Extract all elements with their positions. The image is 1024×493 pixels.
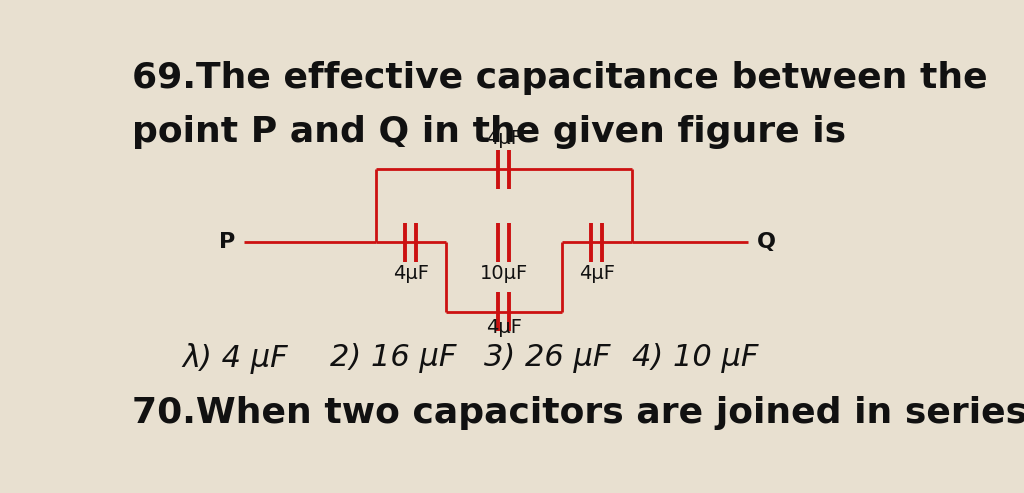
Text: 4μF: 4μF	[393, 264, 429, 283]
Text: 4) 10 μF: 4) 10 μF	[632, 343, 758, 373]
Text: 4μF: 4μF	[579, 264, 614, 283]
Text: 69.The effective capacitance between the: 69.The effective capacitance between the	[132, 62, 987, 96]
Text: 2) 16 μF: 2) 16 μF	[330, 343, 456, 373]
Text: 3) 26 μF: 3) 26 μF	[484, 343, 611, 373]
Text: 10μF: 10μF	[480, 264, 528, 283]
Text: 70.When two capacitors are joined in series: 70.When two capacitors are joined in ser…	[132, 396, 1024, 430]
Text: Q: Q	[758, 232, 776, 252]
Text: 4μF: 4μF	[485, 129, 522, 148]
Text: point P and Q in the given figure is: point P and Q in the given figure is	[132, 115, 846, 149]
Text: 4μF: 4μF	[485, 318, 522, 337]
Text: P: P	[219, 232, 234, 252]
Text: λ) 4 μF: λ) 4 μF	[182, 343, 288, 374]
